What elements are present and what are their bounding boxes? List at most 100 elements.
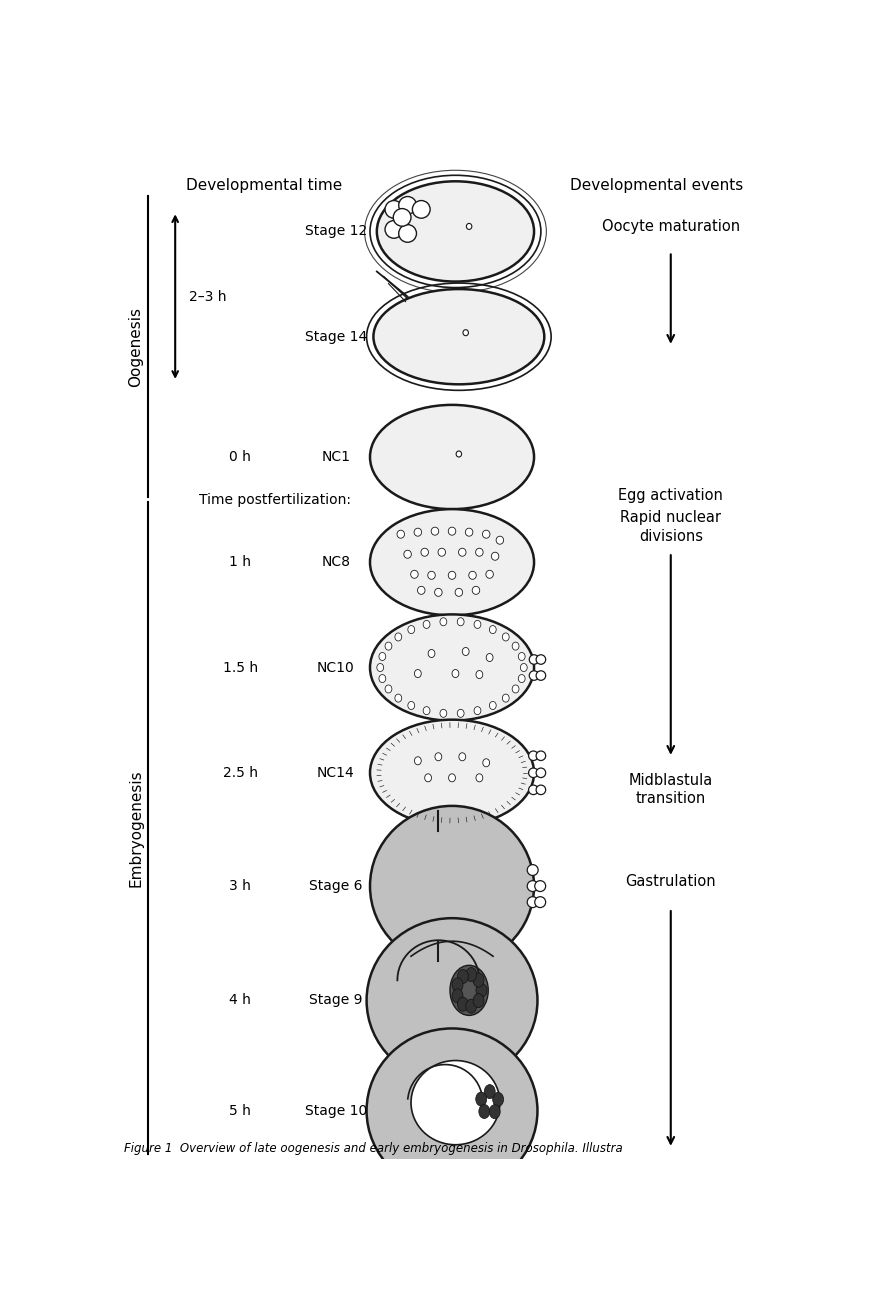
Ellipse shape	[404, 551, 411, 559]
Ellipse shape	[475, 1092, 487, 1107]
Text: Stage 12: Stage 12	[304, 224, 367, 238]
Ellipse shape	[482, 530, 490, 538]
Ellipse shape	[411, 1061, 500, 1144]
Text: Figure 1  Overview of late oogenesis and early embryogenesis in Drosophila. Illu: Figure 1 Overview of late oogenesis and …	[123, 1142, 623, 1155]
Ellipse shape	[459, 548, 466, 556]
Ellipse shape	[473, 993, 484, 1008]
Ellipse shape	[379, 652, 385, 660]
Text: Time postfertilization:: Time postfertilization:	[199, 493, 351, 506]
Ellipse shape	[490, 1104, 500, 1118]
Ellipse shape	[385, 201, 403, 219]
Ellipse shape	[463, 329, 468, 336]
Ellipse shape	[484, 1085, 495, 1099]
Ellipse shape	[399, 197, 416, 215]
Ellipse shape	[503, 633, 509, 641]
Ellipse shape	[520, 664, 527, 672]
Ellipse shape	[536, 751, 546, 760]
Ellipse shape	[466, 999, 476, 1013]
Ellipse shape	[377, 664, 384, 672]
Ellipse shape	[438, 548, 445, 556]
Ellipse shape	[519, 674, 525, 682]
Ellipse shape	[385, 220, 403, 238]
Ellipse shape	[466, 529, 473, 536]
Text: 0 h: 0 h	[229, 450, 251, 464]
Ellipse shape	[512, 685, 519, 693]
Ellipse shape	[407, 625, 415, 634]
Ellipse shape	[493, 1092, 504, 1107]
Ellipse shape	[367, 1029, 537, 1193]
Ellipse shape	[435, 753, 442, 760]
Text: NC1: NC1	[321, 450, 350, 464]
Ellipse shape	[450, 965, 489, 1016]
Ellipse shape	[474, 621, 481, 629]
Ellipse shape	[411, 570, 418, 578]
Text: Oogenesis: Oogenesis	[128, 307, 143, 387]
Text: 5 h: 5 h	[229, 1104, 251, 1117]
Ellipse shape	[385, 685, 392, 693]
Ellipse shape	[440, 710, 447, 717]
Ellipse shape	[457, 617, 464, 626]
Text: divisions: divisions	[639, 529, 703, 544]
Ellipse shape	[473, 973, 484, 987]
Ellipse shape	[395, 633, 401, 641]
Ellipse shape	[519, 652, 525, 660]
Ellipse shape	[452, 988, 463, 1003]
Text: Rapid nuclear: Rapid nuclear	[620, 509, 721, 525]
Ellipse shape	[529, 671, 539, 681]
Text: 1.5 h: 1.5 h	[222, 660, 258, 674]
Text: Developmental time: Developmental time	[186, 178, 342, 193]
Ellipse shape	[486, 654, 493, 661]
Ellipse shape	[467, 224, 472, 229]
Ellipse shape	[474, 707, 481, 715]
Ellipse shape	[512, 642, 519, 650]
Ellipse shape	[393, 208, 411, 227]
Ellipse shape	[534, 897, 546, 907]
Ellipse shape	[491, 552, 499, 560]
Ellipse shape	[472, 586, 480, 594]
Ellipse shape	[496, 536, 504, 544]
Ellipse shape	[407, 702, 415, 710]
Text: Egg activation: Egg activation	[618, 487, 723, 503]
Ellipse shape	[503, 694, 509, 702]
Text: Oocyte maturation: Oocyte maturation	[602, 219, 740, 234]
Ellipse shape	[377, 181, 534, 281]
Text: Stage 6: Stage 6	[309, 879, 363, 893]
Ellipse shape	[370, 615, 534, 721]
Ellipse shape	[448, 572, 456, 579]
Ellipse shape	[528, 768, 538, 777]
Ellipse shape	[459, 753, 466, 760]
Ellipse shape	[421, 548, 429, 556]
Ellipse shape	[397, 530, 405, 538]
Ellipse shape	[425, 773, 431, 781]
Ellipse shape	[395, 694, 401, 702]
Ellipse shape	[527, 865, 538, 875]
Text: NC10: NC10	[317, 660, 355, 674]
Ellipse shape	[527, 880, 538, 892]
Ellipse shape	[449, 773, 455, 781]
Text: 4 h: 4 h	[229, 993, 251, 1008]
Ellipse shape	[452, 978, 463, 992]
Text: Embryogenesis: Embryogenesis	[128, 769, 143, 887]
Text: Stage 14: Stage 14	[304, 329, 367, 344]
Ellipse shape	[458, 997, 468, 1012]
Text: NC8: NC8	[321, 555, 350, 569]
Text: 2.5 h: 2.5 h	[222, 766, 258, 780]
Ellipse shape	[536, 655, 546, 664]
Ellipse shape	[466, 967, 476, 982]
Ellipse shape	[435, 589, 442, 596]
Ellipse shape	[476, 983, 487, 997]
Ellipse shape	[367, 918, 537, 1082]
Text: Midblastula: Midblastula	[629, 773, 713, 788]
Ellipse shape	[414, 529, 422, 536]
Ellipse shape	[455, 589, 463, 596]
Ellipse shape	[482, 759, 490, 767]
Ellipse shape	[490, 702, 497, 710]
Ellipse shape	[528, 751, 538, 760]
Ellipse shape	[456, 450, 461, 457]
Ellipse shape	[536, 768, 546, 777]
Ellipse shape	[379, 674, 385, 682]
Ellipse shape	[528, 785, 538, 794]
Text: Developmental events: Developmental events	[571, 178, 744, 193]
Text: NC14: NC14	[317, 766, 355, 780]
Ellipse shape	[458, 970, 468, 983]
